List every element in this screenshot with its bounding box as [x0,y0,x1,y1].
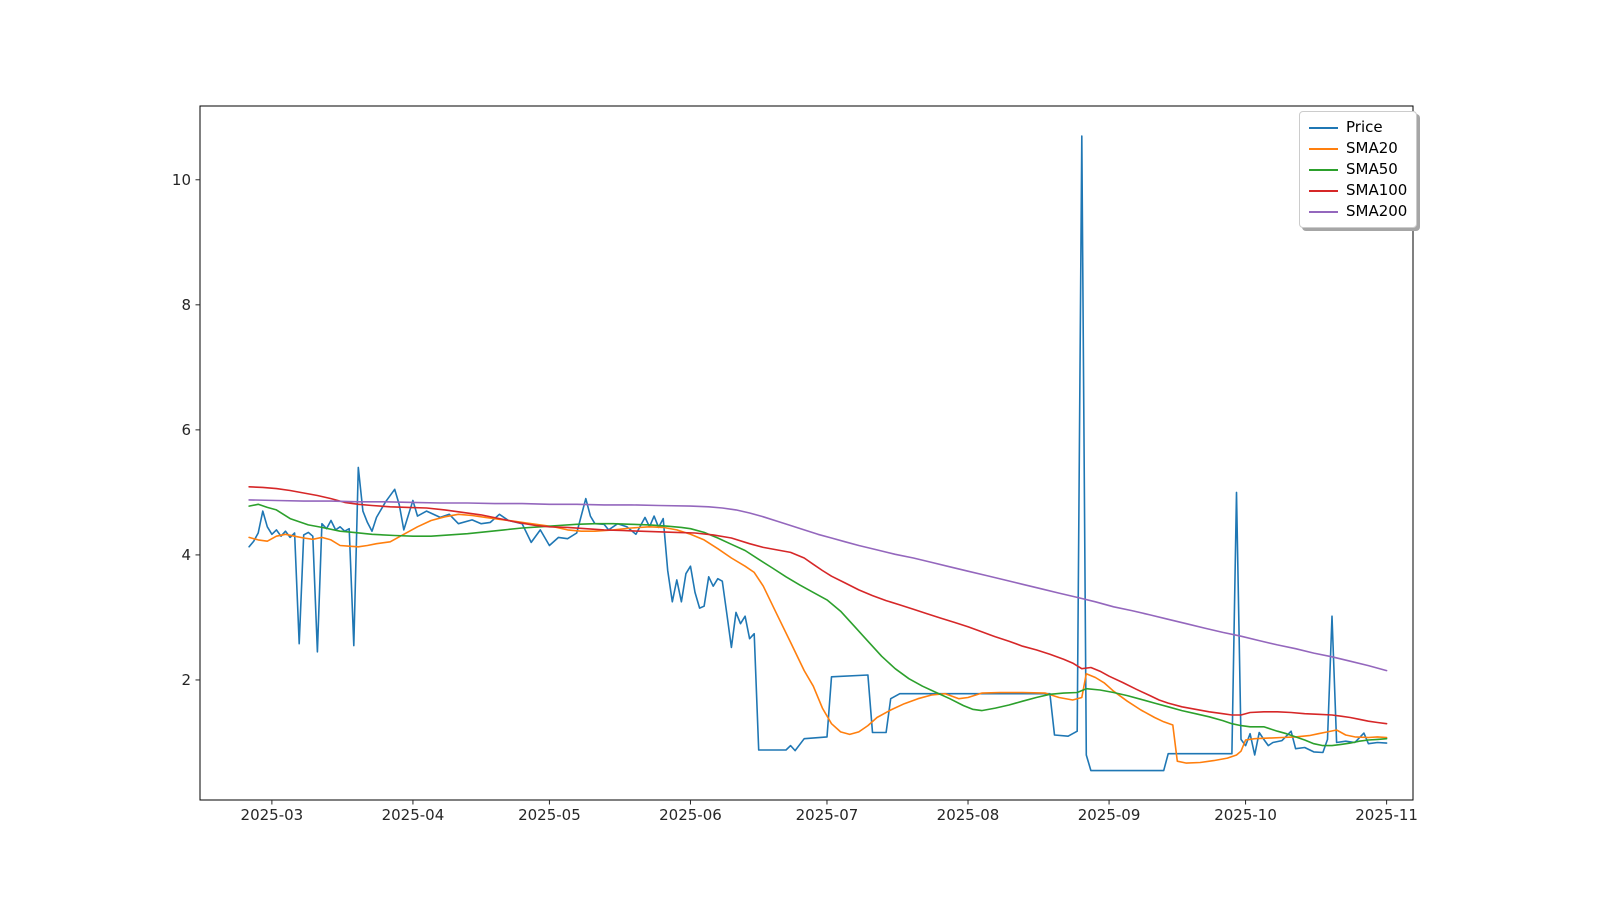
legend-item-sma20: SMA20 [1309,140,1407,157]
x-tick-label: 2025-04 [382,806,445,824]
plot-border [199,105,1414,801]
legend-label: Price [1346,118,1383,136]
y-tick-label: 2 [181,671,191,689]
legend-line-swatch [1309,168,1338,171]
x-tick-label: 2025-11 [1355,806,1418,824]
legend-label: SMA100 [1346,181,1408,199]
legend-line-swatch [1309,126,1338,129]
legend-item-sma50: SMA50 [1309,161,1407,178]
legend-label: SMA200 [1346,202,1408,220]
y-tick-label: 6 [181,421,191,439]
x-tick-label: 2025-06 [659,806,722,824]
y-tick-label: 8 [181,296,191,314]
y-tick-label: 4 [181,546,191,564]
legend-item-sma100: SMA100 [1309,182,1407,199]
series-line-sma100 [248,485,1388,725]
series-line-sma20 [248,513,1388,764]
legend-item-price: Price [1309,119,1407,136]
x-tick-label: 2025-05 [518,806,581,824]
legend-line-swatch [1309,189,1338,192]
series-line-sma200 [248,499,1388,672]
x-tick-label: 2025-07 [796,806,859,824]
legend-label: SMA50 [1346,160,1398,178]
legend: Price SMA20 SMA50 SMA100 SMA200 [1299,111,1418,228]
series-line-price [248,135,1388,772]
legend-label: SMA20 [1346,139,1398,157]
x-tick-label: 2025-08 [937,806,1000,824]
legend-line-swatch [1309,210,1338,213]
x-tick-label: 2025-09 [1078,806,1141,824]
legend-line-swatch [1309,147,1338,150]
legend-item-sma200: SMA200 [1309,203,1407,220]
x-tick-label: 2025-10 [1214,806,1277,824]
x-tick-label: 2025-03 [241,806,304,824]
y-tick-label: 10 [172,171,191,189]
series-line-sma50 [248,503,1388,747]
